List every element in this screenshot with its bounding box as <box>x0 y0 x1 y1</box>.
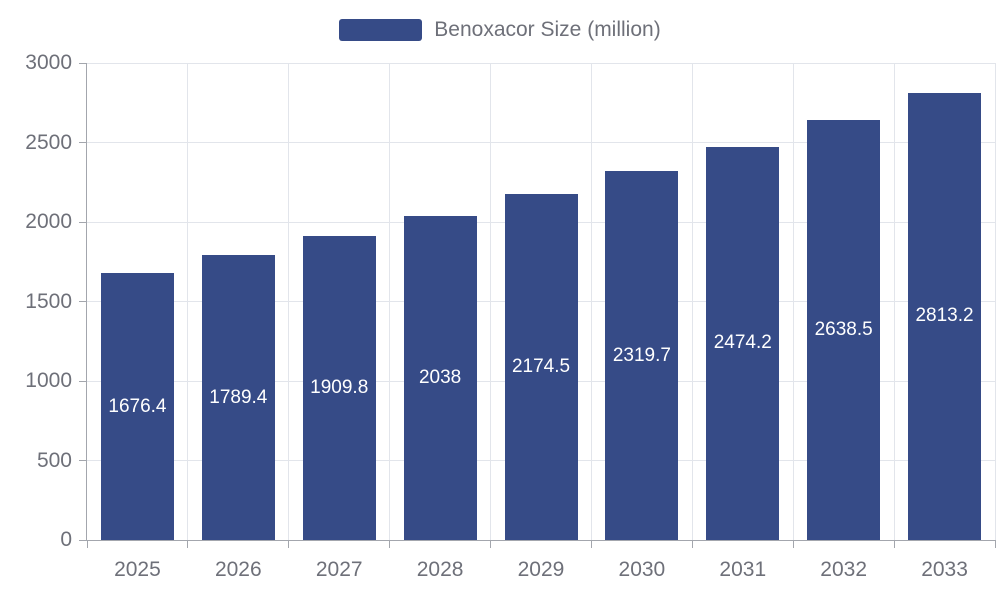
y-axis-tick-label: 1000 <box>25 369 72 392</box>
y-axis-line <box>86 63 87 541</box>
x-axis-tick-label: 2026 <box>214 558 262 581</box>
y-axis-tick-label: 1500 <box>25 289 72 313</box>
x-axis-tick-label: 2030 <box>618 558 666 581</box>
bar[interactable] <box>100 273 174 540</box>
y-axis-tick <box>79 380 87 382</box>
y-axis-tick-label: 2500 <box>25 130 72 154</box>
y-axis-tick <box>79 539 87 541</box>
bar[interactable] <box>403 215 477 540</box>
x-gridline <box>994 63 996 540</box>
x-axis-tick <box>691 540 693 548</box>
x-gridline <box>490 63 492 540</box>
x-axis-tick-label: 2032 <box>820 558 868 581</box>
bar[interactable] <box>302 236 376 540</box>
bar[interactable] <box>807 120 881 540</box>
legend[interactable]: Benoxacor Size (million) <box>0 18 1000 42</box>
x-axis-tick <box>893 540 895 548</box>
x-gridline <box>288 63 290 540</box>
x-gridline <box>187 63 189 540</box>
bar[interactable] <box>908 92 982 540</box>
x-axis-tick-label: 2031 <box>719 558 767 581</box>
x-axis-tick-label: 2025 <box>114 558 161 581</box>
x-axis-tick <box>994 540 996 548</box>
y-gridline <box>87 142 995 143</box>
x-axis-tick <box>187 540 189 548</box>
bar[interactable] <box>605 171 679 540</box>
x-gridline <box>590 63 592 540</box>
legend-swatch <box>339 19 423 41</box>
x-gridline <box>893 63 895 540</box>
y-axis-tick <box>79 460 87 461</box>
x-axis-tick <box>590 540 592 548</box>
y-axis-tick <box>79 221 87 223</box>
y-axis-tick-label: 3000 <box>25 51 72 74</box>
x-axis-tick-label: 2028 <box>416 558 464 581</box>
x-gridline <box>792 63 794 540</box>
x-axis-tick-label: 2029 <box>517 558 565 581</box>
x-gridline <box>691 63 693 540</box>
legend-label: Benoxacor Size (million) <box>434 18 661 41</box>
x-axis-tick-label: 2027 <box>315 558 363 581</box>
y-axis-tick-label: 2000 <box>25 210 72 233</box>
y-axis-tick <box>79 142 87 143</box>
y-axis-tick-label: 500 <box>36 448 72 472</box>
x-axis-tick <box>86 540 88 548</box>
x-gridline <box>389 63 391 540</box>
y-axis-tick <box>79 301 87 302</box>
x-axis-tick-label: 2033 <box>921 558 968 581</box>
x-axis-tick <box>490 540 492 548</box>
bar[interactable] <box>201 255 275 540</box>
x-axis-line <box>87 540 995 541</box>
bar[interactable] <box>504 194 578 540</box>
y-axis-tick-label: 0 <box>60 528 72 551</box>
bar[interactable] <box>706 146 780 540</box>
x-axis-tick <box>792 540 794 548</box>
y-gridline <box>87 62 995 64</box>
x-axis-tick <box>288 540 290 548</box>
y-axis-tick <box>79 62 87 64</box>
x-axis-tick <box>389 540 391 548</box>
